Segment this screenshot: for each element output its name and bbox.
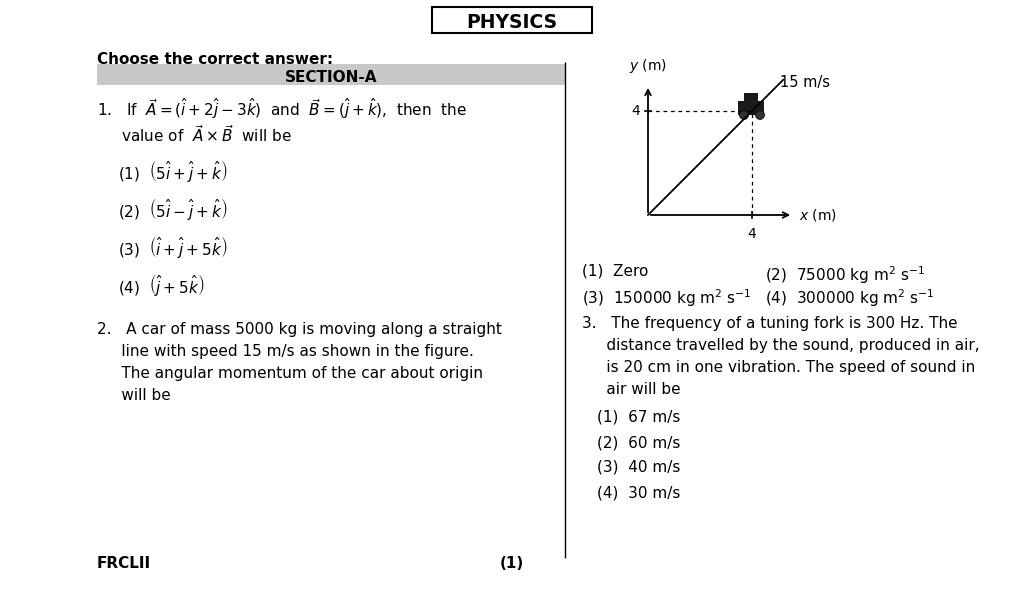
Text: value of  $\vec{A} \times \vec{B}$  will be: value of $\vec{A} \times \vec{B}$ will b… (97, 124, 292, 145)
Text: $y$ (m): $y$ (m) (629, 57, 667, 75)
Text: 15 m/s: 15 m/s (780, 75, 830, 90)
Text: air will be: air will be (582, 382, 681, 397)
Text: The angular momentum of the car about origin: The angular momentum of the car about or… (97, 366, 483, 381)
Text: line with speed 15 m/s as shown in the figure.: line with speed 15 m/s as shown in the f… (97, 344, 474, 359)
Text: Choose the correct answer:: Choose the correct answer: (97, 52, 333, 67)
Text: will be: will be (97, 388, 171, 403)
Bar (97, 64, 565, 85)
Text: (3)  $\left(\hat{i}+\hat{j}+5\hat{k}\right)$: (3) $\left(\hat{i}+\hat{j}+5\hat{k}\righ… (118, 234, 227, 260)
Bar (432, 7, 592, 33)
Text: (1)  67 m/s: (1) 67 m/s (597, 410, 680, 425)
Text: FRCLII: FRCLII (97, 556, 152, 571)
Circle shape (756, 111, 765, 120)
Text: 4: 4 (748, 227, 757, 241)
Text: (2)  60 m/s: (2) 60 m/s (597, 435, 680, 450)
Text: distance travelled by the sound, produced in air,: distance travelled by the sound, produce… (582, 338, 980, 353)
Text: (1)  $\left(5\hat{i}+\hat{j}+\hat{k}\right)$: (1) $\left(5\hat{i}+\hat{j}+\hat{k}\righ… (118, 158, 227, 184)
Text: 1.   If  $\vec{A}=(\hat{i}+2\hat{j}-3\hat{k})$  and  $\vec{B}=(\hat{j}+\hat{k})$: 1. If $\vec{A}=(\hat{i}+2\hat{j}-3\hat{k… (97, 96, 467, 121)
Text: is 20 cm in one vibration. The speed of sound in: is 20 cm in one vibration. The speed of … (582, 360, 975, 375)
Text: (4)  $\left(\hat{j}+5\hat{k}\right)$: (4) $\left(\hat{j}+5\hat{k}\right)$ (118, 272, 205, 298)
Text: (3)  40 m/s: (3) 40 m/s (597, 460, 680, 475)
Text: PHYSICS: PHYSICS (467, 14, 557, 33)
Text: 4: 4 (631, 104, 640, 118)
Text: $x$ (m): $x$ (m) (799, 207, 837, 223)
Text: (2)  $\left(5\hat{i}-\hat{j}+\hat{k}\right)$: (2) $\left(5\hat{i}-\hat{j}+\hat{k}\righ… (118, 196, 227, 222)
Text: (2)  75000 kg m$^2$ s$^{-1}$: (2) 75000 kg m$^2$ s$^{-1}$ (765, 264, 925, 286)
Text: (1)  Zero: (1) Zero (582, 264, 648, 279)
Text: 3.   The frequency of a tuning fork is 300 Hz. The: 3. The frequency of a tuning fork is 300… (582, 316, 957, 331)
Text: (3)  150000 kg m$^2$ s$^{-1}$: (3) 150000 kg m$^2$ s$^{-1}$ (582, 287, 752, 309)
Bar (738, 101, 764, 115)
Text: 2.   A car of mass 5000 kg is moving along a straight: 2. A car of mass 5000 kg is moving along… (97, 322, 502, 337)
Bar (744, 93, 758, 103)
Text: (1): (1) (500, 556, 524, 571)
Text: SECTION-A: SECTION-A (285, 70, 377, 84)
Circle shape (739, 111, 749, 120)
Text: (4)  30 m/s: (4) 30 m/s (597, 485, 680, 500)
Text: (4)  300000 kg m$^2$ s$^{-1}$: (4) 300000 kg m$^2$ s$^{-1}$ (765, 287, 935, 309)
